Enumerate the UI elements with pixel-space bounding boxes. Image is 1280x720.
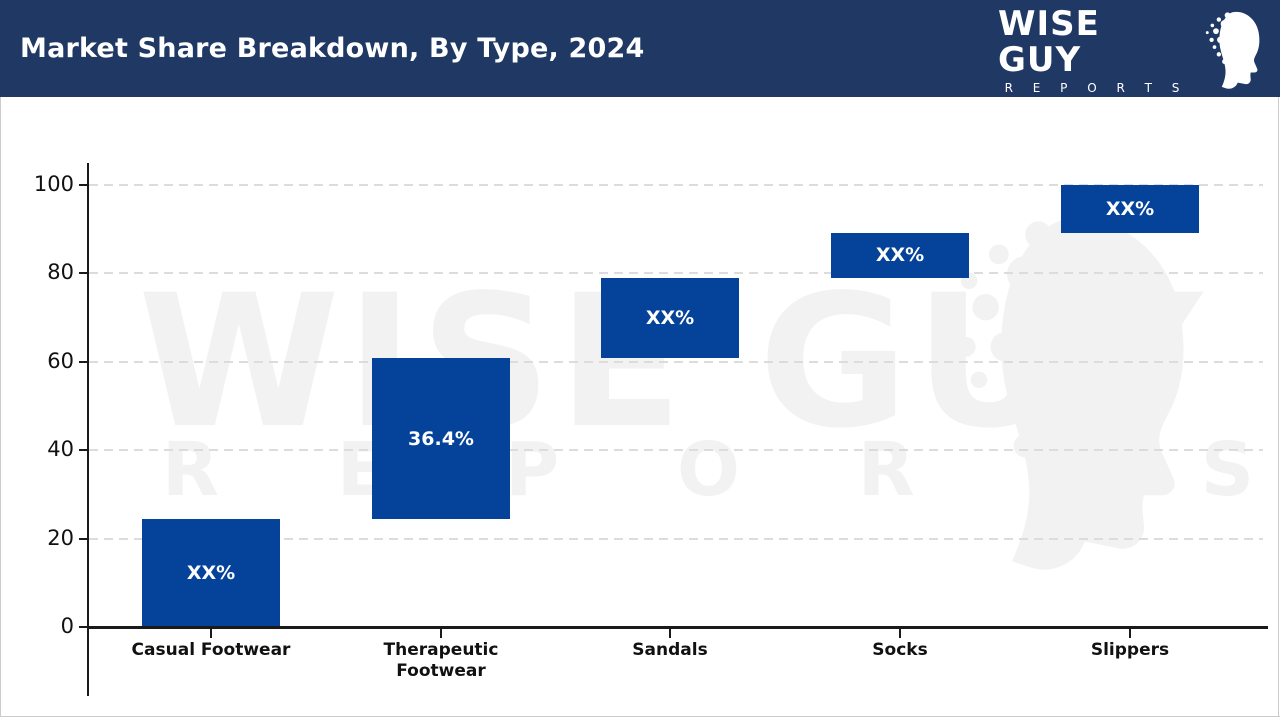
y-tick-label: 80 <box>47 260 74 285</box>
waterfall-chart: 0 20 40 60 80 100 XX% 36.4% XX% XX% XX% Casual Foot… <box>0 97 1280 717</box>
bar-therapeutic-footwear: 36.4% <box>372 358 510 520</box>
x-tick-mark <box>669 629 671 638</box>
y-tick-label: 60 <box>47 348 74 373</box>
bar-slippers: XX% <box>1061 185 1199 233</box>
logo-brand-name: WISE GUY <box>998 3 1100 80</box>
y-tick-mark <box>79 184 88 186</box>
head-profile-icon <box>1205 11 1260 89</box>
logo-text: WISE GUY R E P O R T S <box>998 6 1190 95</box>
y-tick-mark <box>79 626 88 628</box>
x-category-label: Slippers <box>1090 640 1170 660</box>
x-tick-mark <box>899 629 901 638</box>
y-tick-mark <box>79 272 88 275</box>
gridline-60 <box>89 360 1263 363</box>
y-tick-label: 100 <box>33 172 74 196</box>
y-tick-label: 20 <box>47 525 74 550</box>
bar-sandals: XX% <box>601 278 739 359</box>
x-tick-mark <box>440 629 442 638</box>
bar-value-label: XX% <box>186 562 236 585</box>
header-bar: Market Share Breakdown, By Type, 2024 WI… <box>0 0 1280 97</box>
x-tick-mark <box>210 629 212 638</box>
bar-value-label: XX% <box>875 244 925 267</box>
gridline-20 <box>89 537 1263 540</box>
x-category-label: Socks <box>872 640 928 660</box>
x-category-label: Casual Footwear <box>131 640 291 660</box>
gridline-100 <box>89 184 1263 186</box>
watermark-head-profile-icon <box>939 219 1184 570</box>
page-border-bottom <box>0 716 1280 717</box>
wise-guy-reports-logo: WISE GUY R E P O R T S <box>998 6 1266 95</box>
logo-brand-subtitle: R E P O R T S <box>1004 80 1188 95</box>
x-category-label: Sandals <box>632 640 708 660</box>
page-border-right <box>1278 97 1279 717</box>
bar-value-label: XX% <box>1105 197 1155 220</box>
gridline-40 <box>89 449 1263 452</box>
y-axis-line <box>87 163 89 696</box>
x-axis-line <box>87 626 1268 629</box>
x-tick-mark <box>1129 629 1131 638</box>
y-tick-mark <box>79 537 88 540</box>
page-title: Market Share Breakdown, By Type, 2024 <box>20 33 645 64</box>
x-category-label: Therapeutic Footwear <box>383 640 499 681</box>
y-tick-label: 40 <box>47 437 74 462</box>
bar-value-label: XX% <box>645 307 695 330</box>
page-border-left <box>0 97 1 717</box>
bar-casual-footwear: XX% <box>142 519 280 627</box>
bar-socks: XX% <box>831 232 969 279</box>
y-tick-mark <box>79 360 88 363</box>
y-tick-label: 0 <box>60 614 74 638</box>
y-tick-mark <box>79 449 88 452</box>
bar-value-label: 36.4% <box>408 427 474 450</box>
gridline-80 <box>89 272 1263 275</box>
